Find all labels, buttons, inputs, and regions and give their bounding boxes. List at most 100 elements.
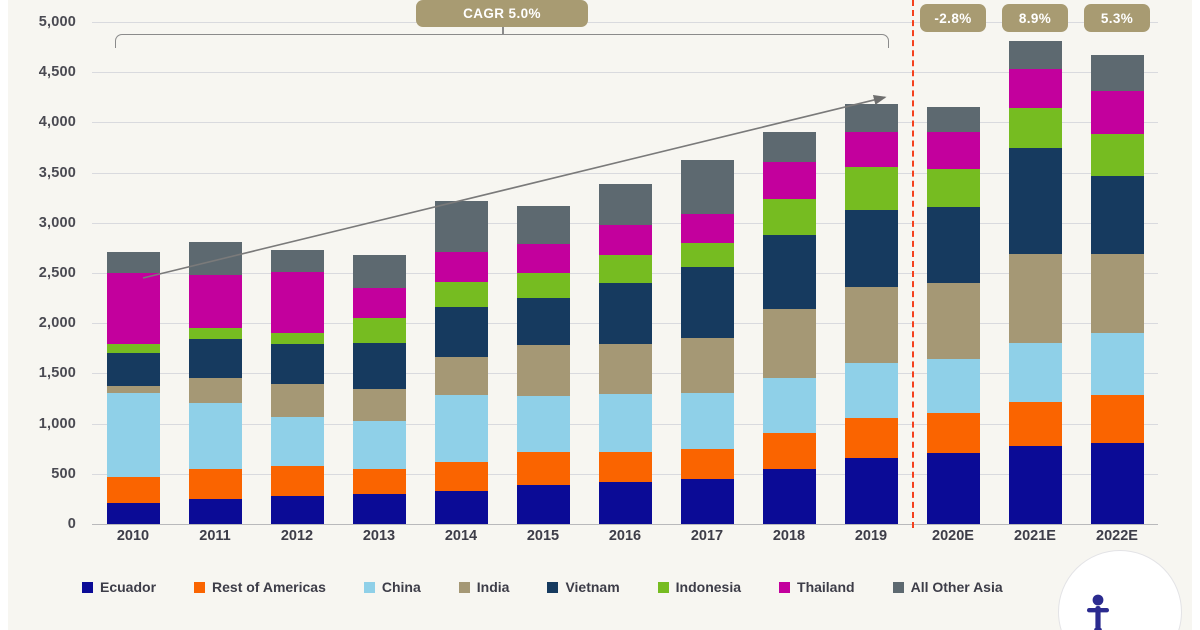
- bar-segment[interactable]: [434, 357, 488, 395]
- bar-segment[interactable]: [1090, 91, 1144, 134]
- bar-segment[interactable]: [926, 168, 980, 208]
- bar-segment[interactable]: [680, 213, 734, 243]
- bar-segment[interactable]: [762, 199, 816, 235]
- legend-item[interactable]: Thailand: [779, 579, 855, 595]
- bar-column[interactable]: [434, 201, 488, 524]
- bar-column[interactable]: [680, 160, 734, 524]
- bar-segment[interactable]: [516, 205, 570, 245]
- bar-segment[interactable]: [844, 287, 898, 363]
- bar-segment[interactable]: [680, 393, 734, 449]
- bar-segment[interactable]: [434, 251, 488, 283]
- bar-segment[interactable]: [516, 452, 570, 486]
- bar-segment[interactable]: [352, 288, 406, 319]
- bar-segment[interactable]: [188, 378, 242, 404]
- bar-segment[interactable]: [516, 485, 570, 524]
- bar-segment[interactable]: [1090, 395, 1144, 443]
- bar-segment[interactable]: [762, 161, 816, 200]
- bar-segment[interactable]: [1008, 445, 1062, 524]
- bar-segment[interactable]: [352, 494, 406, 524]
- bar-column[interactable]: [1008, 41, 1062, 524]
- bar-segment[interactable]: [270, 384, 324, 417]
- bar-segment[interactable]: [188, 499, 242, 524]
- bar-segment[interactable]: [762, 378, 816, 434]
- bar-segment[interactable]: [844, 104, 898, 132]
- bar-segment[interactable]: [680, 242, 734, 267]
- legend-item[interactable]: China: [363, 579, 421, 595]
- bar-segment[interactable]: [762, 234, 816, 310]
- bar-segment[interactable]: [1090, 333, 1144, 395]
- legend-item[interactable]: Indonesia: [657, 579, 741, 595]
- bar-segment[interactable]: [270, 465, 324, 497]
- bar-segment[interactable]: [516, 345, 570, 396]
- bar-segment[interactable]: [680, 160, 734, 214]
- bar-segment[interactable]: [926, 132, 980, 169]
- bar-column[interactable]: [516, 205, 570, 524]
- bar-segment[interactable]: [434, 490, 488, 524]
- bar-segment[interactable]: [106, 477, 160, 503]
- bar-column[interactable]: [1090, 55, 1144, 524]
- bar-segment[interactable]: [106, 386, 160, 393]
- legend-item[interactable]: Rest of Americas: [194, 579, 326, 595]
- bar-segment[interactable]: [680, 448, 734, 479]
- bar-segment[interactable]: [188, 468, 242, 500]
- bar-segment[interactable]: [106, 344, 160, 354]
- bar-segment[interactable]: [1008, 343, 1062, 402]
- bar-segment[interactable]: [106, 273, 160, 345]
- bar-segment[interactable]: [516, 395, 570, 453]
- bar-segment[interactable]: [106, 252, 160, 274]
- bar-segment[interactable]: [598, 255, 652, 284]
- bar-segment[interactable]: [926, 106, 980, 133]
- bar-segment[interactable]: [270, 496, 324, 524]
- bar-segment[interactable]: [434, 395, 488, 462]
- bar-segment[interactable]: [1008, 147, 1062, 254]
- bar-segment[interactable]: [844, 209, 898, 288]
- bar-segment[interactable]: [926, 282, 980, 359]
- bar-segment[interactable]: [188, 241, 242, 276]
- bar-column[interactable]: [188, 241, 242, 524]
- bar-segment[interactable]: [598, 451, 652, 483]
- bar-segment[interactable]: [598, 482, 652, 524]
- bar-segment[interactable]: [352, 318, 406, 343]
- bar-segment[interactable]: [844, 132, 898, 167]
- legend-item[interactable]: India: [458, 579, 509, 595]
- bar-segment[interactable]: [926, 452, 980, 524]
- bar-segment[interactable]: [598, 283, 652, 345]
- bar-segment[interactable]: [1090, 176, 1144, 254]
- bar-segment[interactable]: [434, 307, 488, 358]
- bar-segment[interactable]: [844, 362, 898, 418]
- bar-segment[interactable]: [188, 327, 242, 340]
- bar-segment[interactable]: [680, 338, 734, 393]
- bar-segment[interactable]: [598, 344, 652, 394]
- bar-segment[interactable]: [762, 468, 816, 524]
- bar-segment[interactable]: [1008, 41, 1062, 69]
- bar-segment[interactable]: [680, 478, 734, 524]
- bar-segment[interactable]: [680, 266, 734, 339]
- bar-segment[interactable]: [762, 131, 816, 162]
- bar-column[interactable]: [270, 250, 324, 524]
- bar-segment[interactable]: [352, 342, 406, 389]
- bar-segment[interactable]: [434, 282, 488, 308]
- bar-segment[interactable]: [1008, 68, 1062, 108]
- legend-item[interactable]: Vietnam: [547, 579, 620, 595]
- legend-item[interactable]: Ecuador: [82, 579, 156, 595]
- bar-column[interactable]: [352, 255, 406, 524]
- bar-segment[interactable]: [844, 417, 898, 458]
- bar-segment[interactable]: [598, 183, 652, 226]
- bar-segment[interactable]: [1090, 253, 1144, 334]
- bar-segment[interactable]: [844, 166, 898, 210]
- bar-segment[interactable]: [1008, 253, 1062, 344]
- bar-segment[interactable]: [516, 272, 570, 299]
- bar-segment[interactable]: [516, 298, 570, 346]
- bar-segment[interactable]: [188, 403, 242, 469]
- bar-segment[interactable]: [270, 416, 324, 466]
- bar-segment[interactable]: [926, 207, 980, 283]
- bar-segment[interactable]: [762, 433, 816, 469]
- bar-segment[interactable]: [352, 468, 406, 495]
- bar-segment[interactable]: [762, 309, 816, 379]
- bar-segment[interactable]: [270, 250, 324, 272]
- bar-segment[interactable]: [270, 271, 324, 334]
- bar-column[interactable]: [926, 106, 980, 524]
- bar-segment[interactable]: [598, 393, 652, 452]
- bar-segment[interactable]: [844, 457, 898, 524]
- bar-segment[interactable]: [352, 388, 406, 422]
